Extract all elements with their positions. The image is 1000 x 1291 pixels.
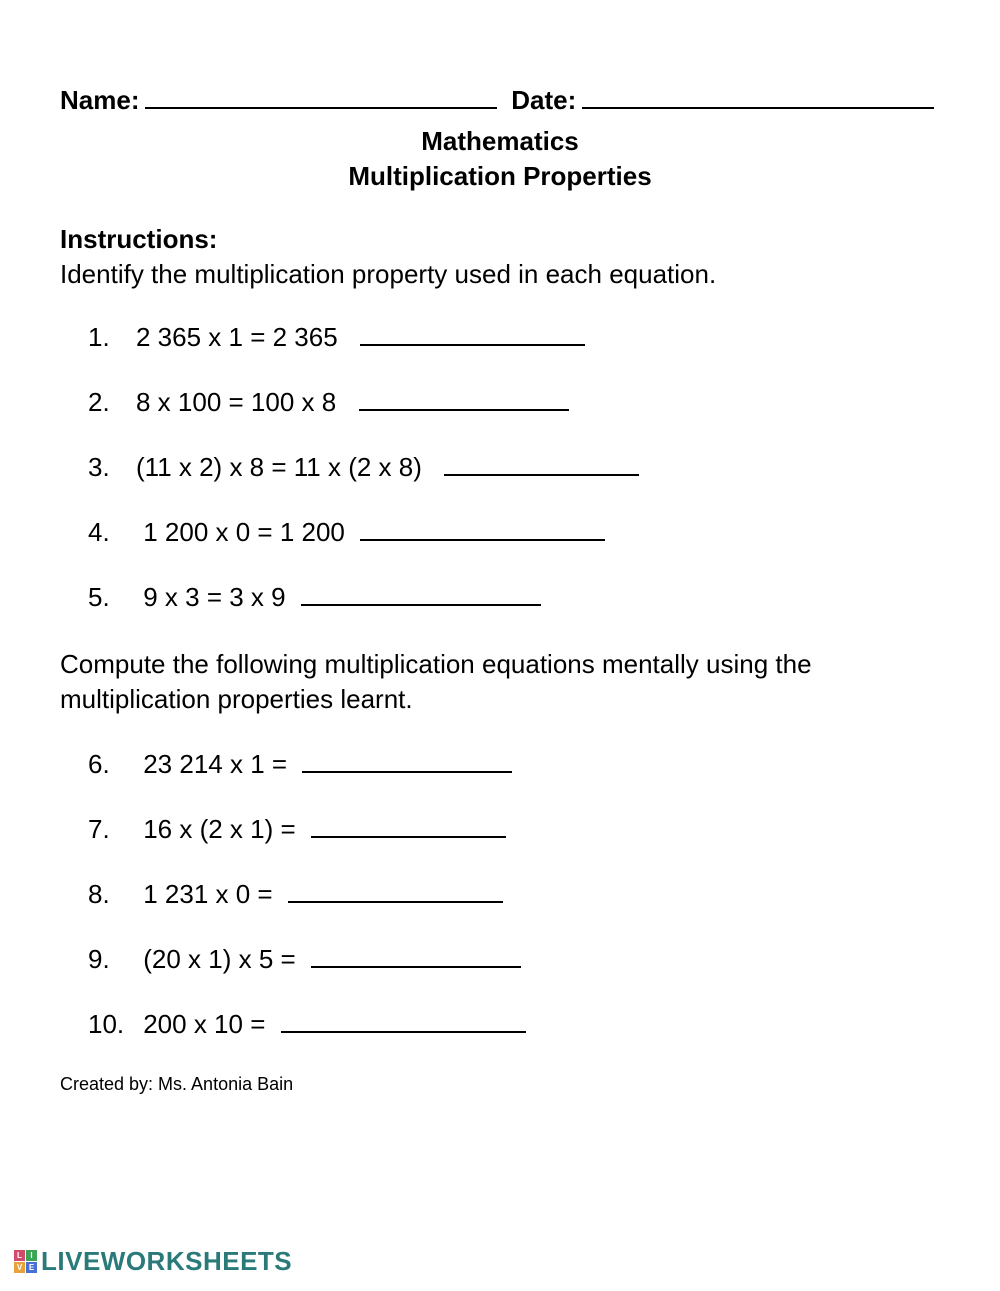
name-blank[interactable] [145, 87, 497, 109]
question-equation: (11 x 2) x 8 = 11 x (2 x 8) [136, 452, 436, 483]
title-block: Mathematics Multiplication Properties [60, 124, 940, 194]
date-label: Date: [511, 85, 576, 116]
logo-square: E [26, 1262, 37, 1273]
question-row: 10. 200 x 10 = [88, 1009, 940, 1040]
question-number: 9. [88, 944, 136, 975]
logo-square: I [26, 1250, 37, 1261]
instructions-text: Identify the multiplication property use… [60, 259, 940, 290]
liveworksheets-logo: LIVE LIVEWORKSHEETS [14, 1246, 292, 1277]
logo-square: V [14, 1262, 25, 1273]
answer-blank[interactable] [281, 1011, 526, 1033]
answer-blank[interactable] [360, 324, 585, 346]
question-number: 8. [88, 879, 136, 910]
logo-text: LIVEWORKSHEETS [41, 1246, 292, 1277]
question-row: 5. 9 x 3 = 3 x 9 [88, 582, 940, 613]
question-number: 4. [88, 517, 136, 548]
answer-blank[interactable] [360, 519, 605, 541]
instructions-label: Instructions: [60, 224, 940, 255]
question-row: 3.(11 x 2) x 8 = 11 x (2 x 8) [88, 452, 940, 483]
question-row: 4. 1 200 x 0 = 1 200 [88, 517, 940, 548]
title-line-2: Multiplication Properties [60, 159, 940, 194]
footer-credit: Created by: Ms. Antonia Bain [60, 1074, 940, 1095]
question-row: 1.2 365 x 1 = 2 365 [88, 322, 940, 353]
question-number: 2. [88, 387, 136, 418]
question-equation: 200 x 10 = [136, 1009, 273, 1040]
question-row: 6. 23 214 x 1 = [88, 749, 940, 780]
questions-section-2: 6. 23 214 x 1 = 7. 16 x (2 x 1) = 8. 1 2… [60, 749, 940, 1040]
answer-blank[interactable] [311, 946, 521, 968]
question-number: 3. [88, 452, 136, 483]
questions-section-1: 1.2 365 x 1 = 2 365 2.8 x 100 = 100 x 8 … [60, 322, 940, 613]
question-number: 7. [88, 814, 136, 845]
question-equation: 8 x 100 = 100 x 8 [136, 387, 351, 418]
section2-text: Compute the following multiplication equ… [60, 647, 940, 717]
worksheet-page: Name: Date: Mathematics Multiplication P… [0, 0, 1000, 1135]
question-row: 8. 1 231 x 0 = [88, 879, 940, 910]
answer-blank[interactable] [311, 816, 506, 838]
answer-blank[interactable] [288, 881, 503, 903]
name-label: Name: [60, 85, 139, 116]
question-equation: 23 214 x 1 = [136, 749, 294, 780]
question-number: 10. [88, 1009, 136, 1040]
date-blank[interactable] [582, 87, 934, 109]
answer-blank[interactable] [444, 454, 639, 476]
answer-blank[interactable] [302, 751, 512, 773]
question-row: 2.8 x 100 = 100 x 8 [88, 387, 940, 418]
question-equation: 1 231 x 0 = [136, 879, 280, 910]
logo-squares: LIVE [14, 1250, 37, 1273]
question-row: 9. (20 x 1) x 5 = [88, 944, 940, 975]
question-row: 7. 16 x (2 x 1) = [88, 814, 940, 845]
title-line-1: Mathematics [60, 124, 940, 159]
question-equation: 1 200 x 0 = 1 200 [136, 517, 352, 548]
question-equation: (20 x 1) x 5 = [136, 944, 303, 975]
question-equation: 2 365 x 1 = 2 365 [136, 322, 352, 353]
question-number: 6. [88, 749, 136, 780]
answer-blank[interactable] [359, 389, 569, 411]
logo-square: L [14, 1250, 25, 1261]
question-number: 1. [88, 322, 136, 353]
question-equation: 16 x (2 x 1) = [136, 814, 303, 845]
answer-blank[interactable] [301, 584, 541, 606]
question-equation: 9 x 3 = 3 x 9 [136, 582, 293, 613]
question-number: 5. [88, 582, 136, 613]
name-date-line: Name: Date: [60, 85, 940, 116]
